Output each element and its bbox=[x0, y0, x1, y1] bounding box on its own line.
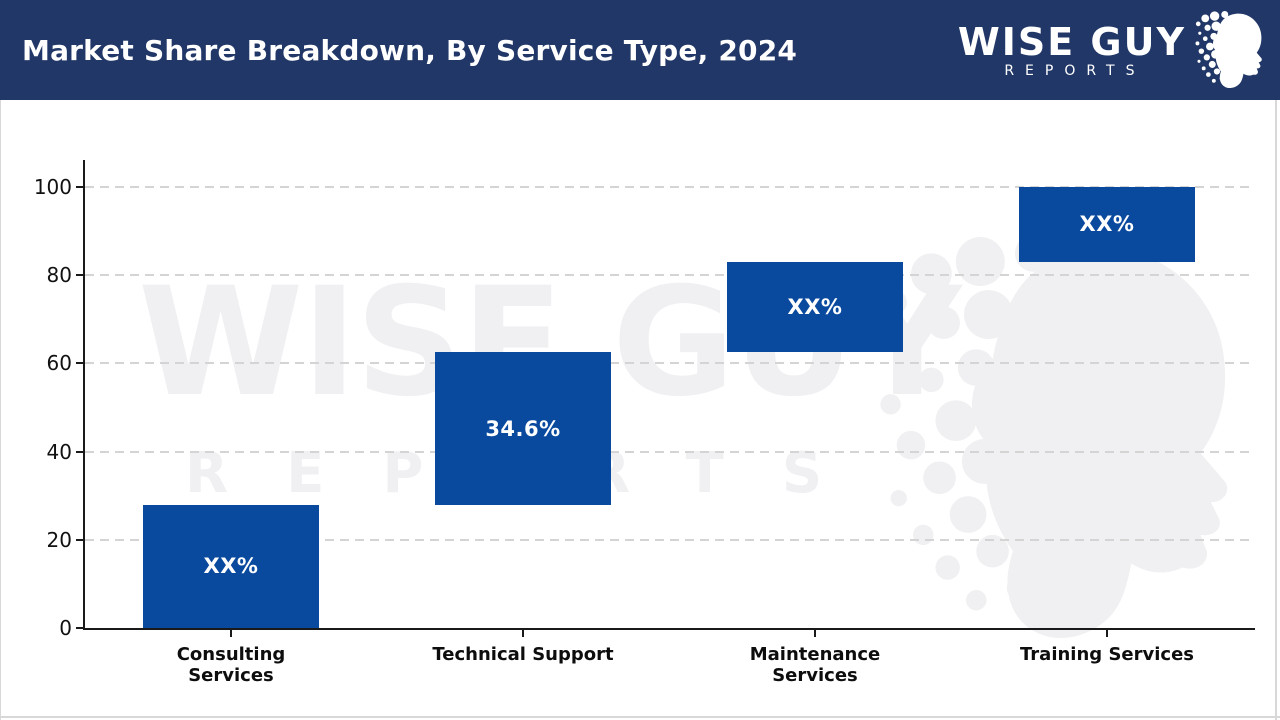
wiseguy-logo-text: WISE GUY REPORTS bbox=[958, 23, 1186, 78]
y-axis-tick-mark bbox=[76, 627, 84, 629]
wiseguy-logo: WISE GUY REPORTS bbox=[958, 8, 1280, 92]
bar-value-label: XX% bbox=[203, 554, 259, 579]
bar-value-label: 34.6% bbox=[485, 416, 561, 441]
y-axis-tick-label: 60 bbox=[46, 351, 72, 376]
logo-subtitle: REPORTS bbox=[1004, 62, 1146, 79]
chart-area: WISE GUY REPORTS 020406080100XX%Consulti… bbox=[0, 100, 1280, 720]
y-axis-tick-label: 20 bbox=[46, 527, 72, 552]
gridline-40 bbox=[85, 450, 1253, 453]
bar-value-label: XX% bbox=[787, 295, 843, 320]
y-axis-tick-label: 80 bbox=[46, 263, 72, 288]
y-axis-tick-mark bbox=[76, 538, 84, 541]
x-axis-category-label: Technical Support bbox=[432, 644, 614, 665]
gridline-80 bbox=[85, 274, 1253, 277]
bar-1: XX% bbox=[143, 504, 319, 628]
y-axis-tick-label: 100 bbox=[33, 175, 72, 199]
y-axis-tick-label: 40 bbox=[46, 439, 72, 464]
y-axis-tick-mark bbox=[76, 362, 84, 365]
y-axis-line bbox=[83, 160, 85, 630]
y-axis-tick-mark bbox=[76, 274, 84, 277]
plot-area: 0 20 40 60 80 100 XX% Consulting Services 34.6% T… bbox=[0, 100, 1280, 720]
gridline-20 bbox=[85, 538, 1253, 541]
page-title: Market Share Breakdown, By Service Type,… bbox=[22, 33, 798, 67]
page-border-bottom bbox=[0, 716, 1280, 718]
header: Market Share Breakdown, By Service Type,… bbox=[0, 0, 1280, 100]
bar-3: XX% bbox=[727, 261, 903, 353]
x-axis-category-label: Maintenance Services bbox=[749, 644, 881, 686]
bar-4: XX% bbox=[1019, 187, 1195, 262]
bar-value-label: XX% bbox=[1079, 212, 1135, 237]
x-axis-category-label: Training Services bbox=[1020, 644, 1194, 665]
y-axis-tick-mark bbox=[76, 186, 84, 188]
x-axis-tick-mark bbox=[522, 630, 524, 637]
x-axis-tick-mark bbox=[814, 630, 816, 637]
x-axis-line bbox=[83, 628, 1255, 630]
y-axis-tick-label: 0 bbox=[59, 616, 72, 640]
x-axis-category-label: Consulting Services bbox=[176, 644, 286, 686]
gridline-100 bbox=[85, 186, 1253, 188]
wiseguy-head-logo-icon bbox=[1192, 8, 1270, 92]
y-axis-tick-mark bbox=[76, 450, 84, 453]
logo-wordmark: WISE GUY bbox=[957, 19, 1186, 64]
x-axis-tick-mark bbox=[230, 630, 232, 637]
x-axis-tick-mark bbox=[1106, 630, 1108, 637]
page-border-right bbox=[1275, 100, 1277, 720]
gridline-60 bbox=[85, 362, 1253, 365]
bar-2: 34.6% bbox=[435, 352, 611, 505]
page-border-left bbox=[0, 100, 1, 720]
